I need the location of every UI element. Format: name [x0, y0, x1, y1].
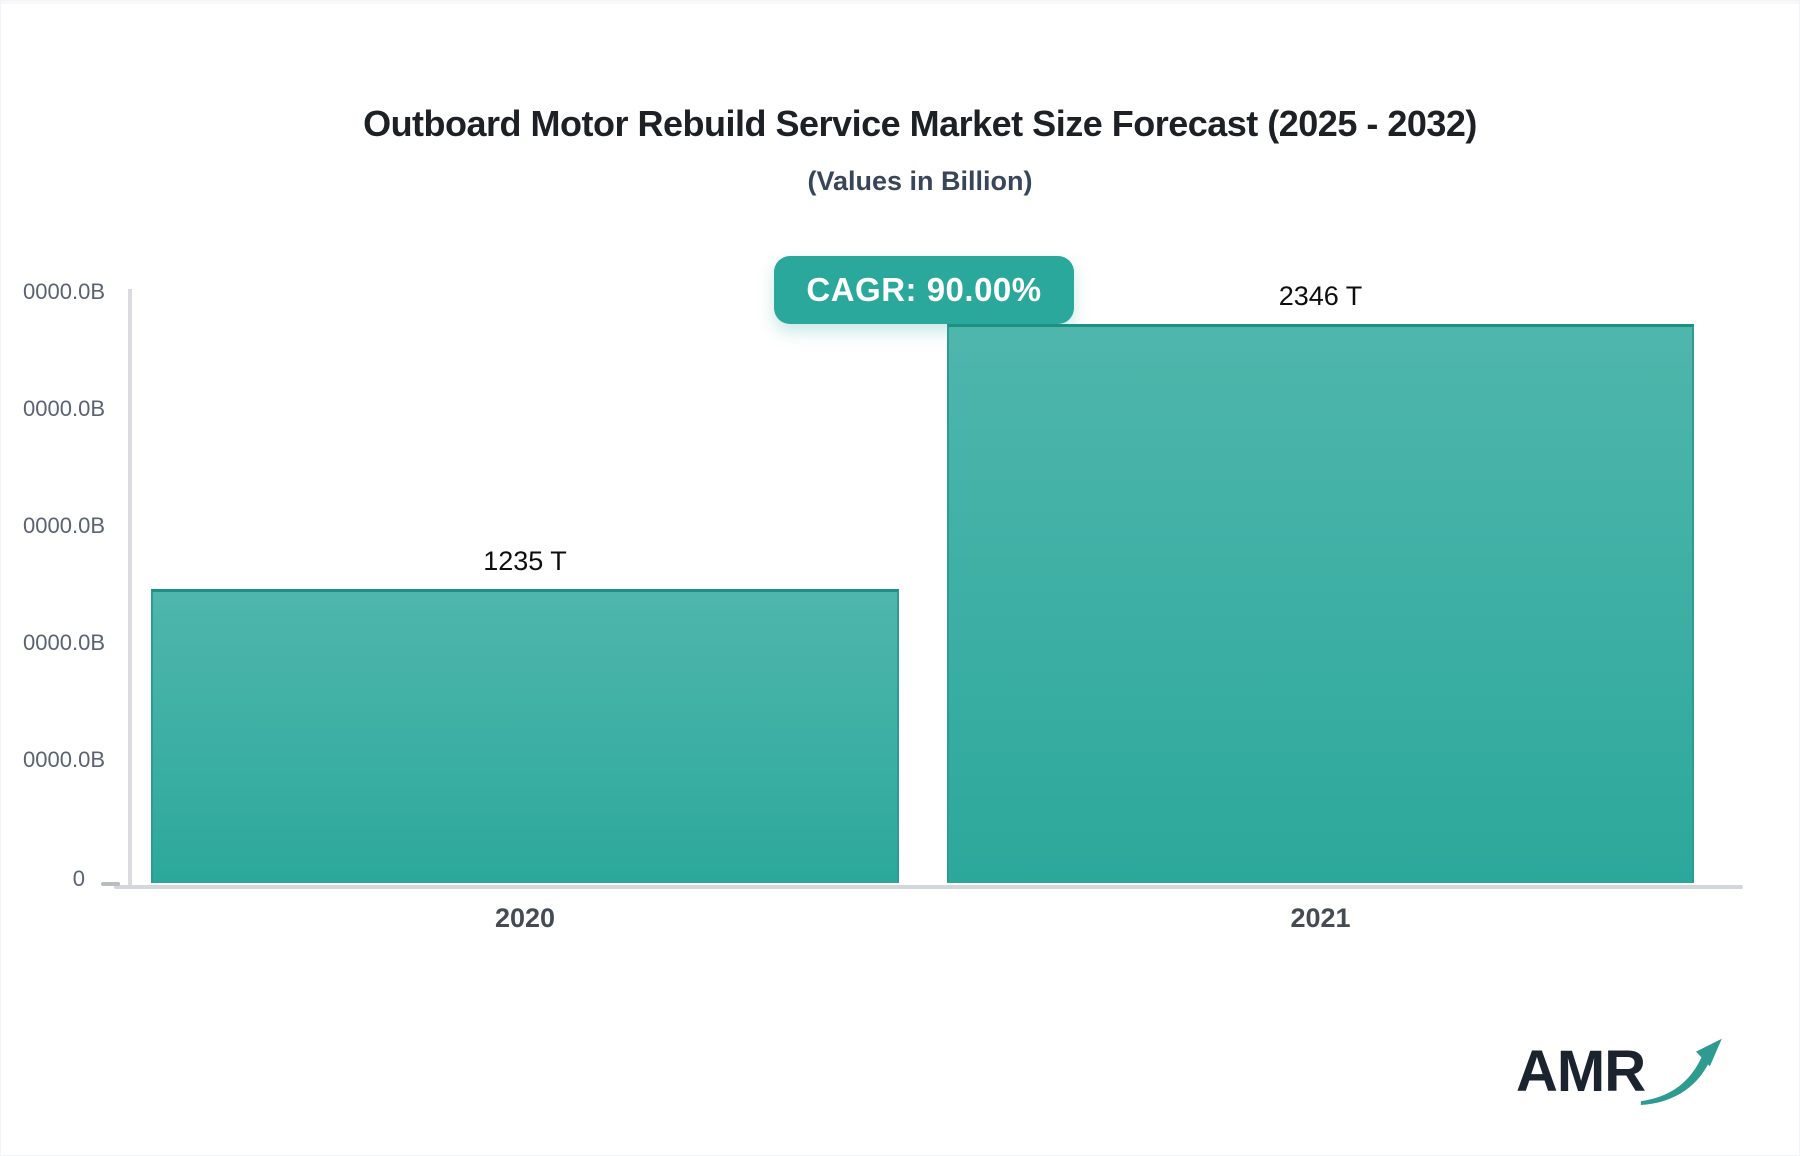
y-axis-line [128, 289, 132, 889]
chart-subtitle: (Values in Billion) [807, 166, 1033, 196]
bar-2020 [151, 589, 899, 883]
top-border-strip [1, 1, 1799, 4]
y-tick-label-zero: 0 [72, 866, 85, 891]
y-tick-label: 0000.0B [23, 513, 105, 538]
chart-title: Outboard Motor Rebuild Service Market Si… [363, 103, 1477, 144]
zero-tick-mark [101, 882, 120, 886]
y-tick-label: 0000.0B [23, 279, 105, 304]
y-tick-label: 0000.0B [23, 747, 105, 772]
growth-arrow-icon [1640, 1038, 1722, 1105]
cagr-badge-text: CAGR: 90.00% [806, 271, 1042, 308]
amr-logo-text: AMR [1516, 1039, 1646, 1104]
y-tick-label: 0000.0B [23, 396, 105, 421]
bar-value-label-2021: 2346 T [1278, 281, 1363, 311]
x-axis-line [114, 885, 1743, 889]
y-tick-label: 0000.0B [23, 630, 105, 655]
amr-logo: AMR [1516, 1029, 1746, 1115]
bar-value-label-2020: 1235 T [483, 546, 567, 576]
x-tick-label-2021: 2021 [1290, 903, 1351, 933]
x-tick-label-2020: 2020 [494, 903, 556, 933]
cagr-badge: CAGR: 90.00% [774, 256, 1074, 324]
bar-2021 [947, 324, 1694, 883]
